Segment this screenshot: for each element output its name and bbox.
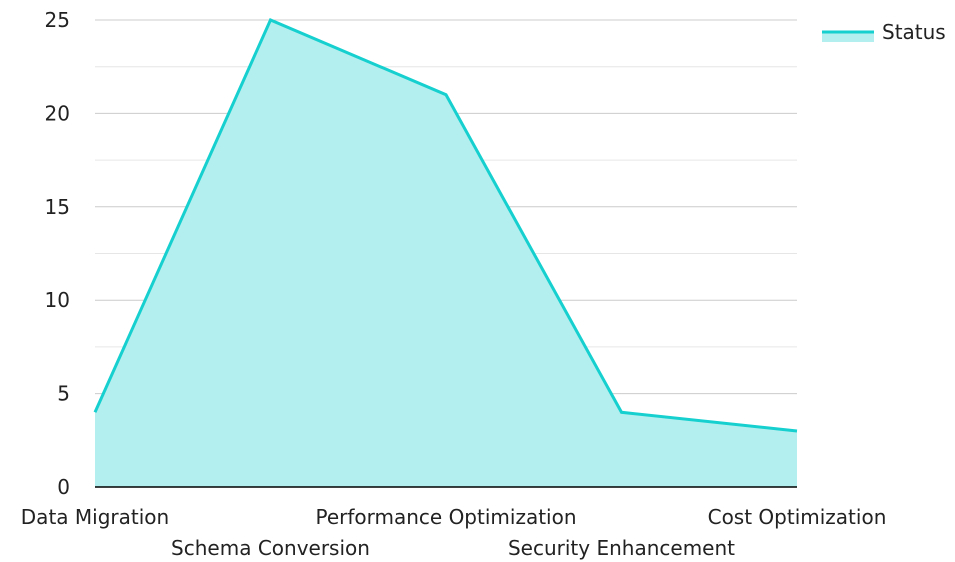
x-tick-label: Security Enhancement — [508, 536, 735, 560]
x-tick-label: Performance Optimization — [315, 505, 576, 529]
y-tick-label: 20 — [45, 101, 70, 125]
legend-label-status: Status — [882, 20, 946, 44]
x-tick-label: Schema Conversion — [171, 536, 370, 560]
legend-swatch-status — [822, 32, 874, 42]
y-axis-ticks: 0 5 10 15 20 25 — [45, 8, 70, 499]
area-fill-status — [95, 20, 797, 487]
y-tick-label: 5 — [57, 382, 70, 406]
x-tick-label: Data Migration — [21, 505, 169, 529]
y-tick-label: 15 — [45, 195, 70, 219]
y-tick-label: 25 — [45, 8, 70, 32]
y-tick-label: 0 — [57, 475, 70, 499]
series-layer — [93, 18, 798, 487]
legend: Status — [822, 20, 946, 44]
x-tick-label: Cost Optimization — [708, 505, 887, 529]
y-tick-label: 10 — [45, 288, 70, 312]
